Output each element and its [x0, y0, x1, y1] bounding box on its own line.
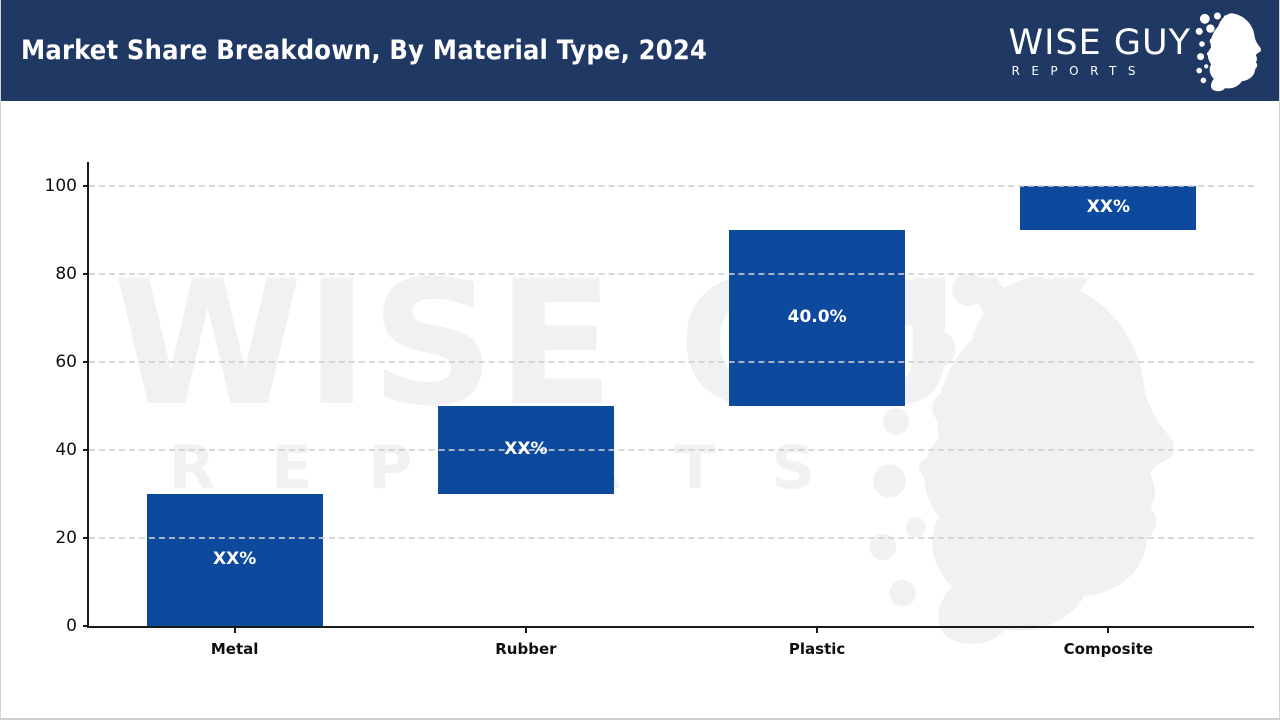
x-tick-mark — [524, 626, 527, 633]
header-bar: Market Share Breakdown, By Material Type… — [1, 0, 1279, 101]
brand-name-text: WISE GUY — [1008, 22, 1191, 63]
x-axis-spine — [87, 626, 1254, 628]
bar-value-label: XX% — [504, 439, 548, 459]
bar-value-label: XX% — [213, 549, 257, 569]
gridline — [89, 273, 1254, 275]
y-tick-label: 100 — [44, 176, 77, 196]
brand-logo: WISE GUY REPORTS — [1008, 8, 1267, 94]
x-tick-label: Metal — [210, 640, 259, 658]
brand-wordmark: WISE GUY REPORTS — [1008, 25, 1191, 78]
x-tick-label: Composite — [1063, 640, 1154, 658]
bar-value-label: 40.0% — [787, 307, 847, 327]
y-tick-label: 80 — [55, 264, 77, 284]
gridline — [89, 361, 1254, 363]
y-tick-label: 40 — [55, 440, 77, 460]
x-tick-mark — [233, 626, 236, 633]
x-tick-label: Rubber — [495, 640, 557, 658]
x-tick-label: Plastic — [788, 640, 846, 658]
y-tick-mark — [83, 273, 89, 275]
y-tick-mark — [83, 537, 89, 539]
x-tick-mark — [1107, 626, 1110, 633]
y-tick-mark — [83, 361, 89, 363]
gridline — [89, 185, 1254, 187]
brand-reports-text: REPORTS — [1011, 63, 1147, 78]
bar-value-label: XX% — [1086, 197, 1130, 217]
y-tick-mark — [83, 449, 89, 451]
gridline — [89, 449, 1254, 451]
y-tick-label: 20 — [55, 528, 77, 548]
y-tick-label: 60 — [55, 352, 77, 372]
bar-plastic — [729, 230, 906, 406]
page-title: Market Share Breakdown, By Material Type… — [21, 35, 708, 66]
wiseguy-face-icon — [1195, 12, 1261, 92]
y-tick-label: 0 — [66, 616, 77, 636]
x-tick-mark — [816, 626, 819, 633]
bar-metal — [146, 494, 323, 626]
gridline — [89, 537, 1254, 539]
y-axis-spine — [87, 162, 89, 628]
bar-composite — [1020, 186, 1197, 230]
y-tick-mark — [83, 185, 89, 187]
y-tick-mark — [83, 625, 89, 627]
watermark-face-icon — [866, 273, 1174, 645]
